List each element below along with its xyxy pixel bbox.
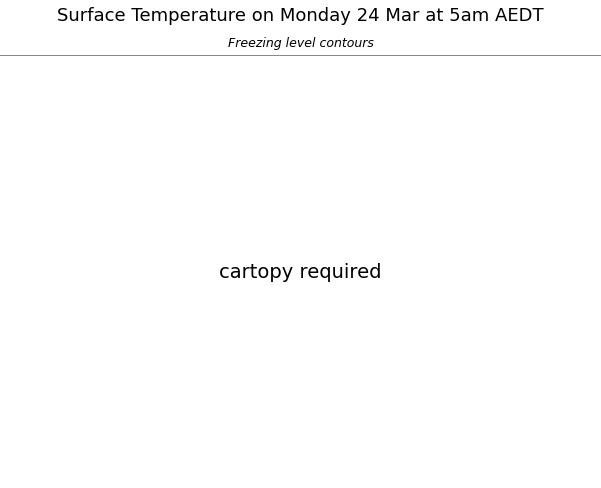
Text: cartopy required: cartopy required (219, 263, 382, 282)
Text: Freezing level contours: Freezing level contours (228, 37, 373, 50)
Text: Surface Temperature on Monday 24 Mar at 5am AEDT: Surface Temperature on Monday 24 Mar at … (57, 7, 544, 25)
